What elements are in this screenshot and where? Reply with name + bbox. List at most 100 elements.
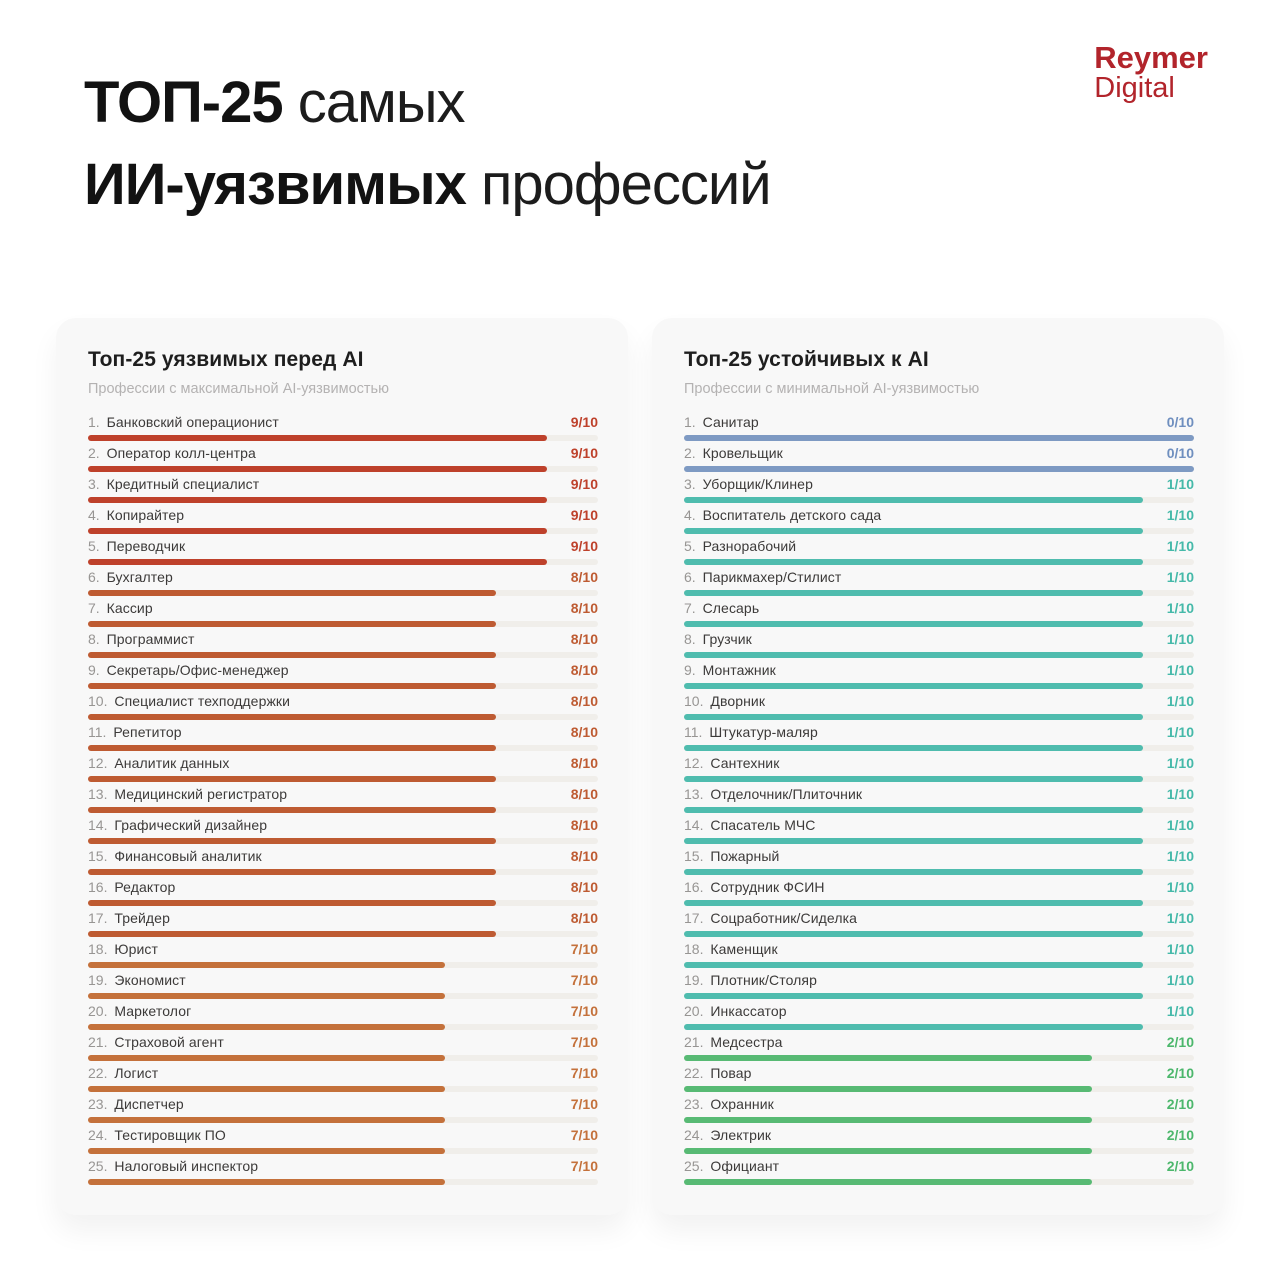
list-item-label: 12. Аналитик данных [88, 755, 229, 772]
item-bar-track [684, 528, 1194, 534]
item-score: 7/10 [570, 972, 598, 988]
item-name: Бухгалтер [106, 569, 173, 585]
item-score: 1/10 [1166, 693, 1194, 709]
item-bar-fill [684, 776, 1143, 782]
item-rank: 4. [684, 507, 700, 523]
item-rank: 3. [684, 476, 700, 492]
list-item: 18. Юрист 7/10 [88, 941, 598, 968]
list-item: 4. Воспитатель детского сада 1/10 [684, 507, 1194, 534]
list-item-label: 19. Экономист [88, 972, 186, 989]
list-item-header: 25. Налоговый инспектор 7/10 [88, 1158, 598, 1175]
item-score: 1/10 [1166, 631, 1194, 647]
item-rank: 25. [684, 1158, 708, 1174]
item-rank: 9. [684, 662, 700, 678]
item-bar-track [88, 962, 598, 968]
item-name: Копирайтер [106, 507, 185, 523]
item-bar-fill [684, 497, 1143, 503]
list-item-header: 7. Слесарь 1/10 [684, 600, 1194, 617]
list-item-header: 13. Отделочник/Плиточник 1/10 [684, 786, 1194, 803]
item-name: Электрик [710, 1127, 772, 1143]
item-rank: 7. [684, 600, 700, 616]
item-score: 1/10 [1166, 538, 1194, 554]
item-rank: 1. [88, 414, 104, 430]
item-name: Штукатур-маляр [709, 724, 818, 740]
list-item-label: 17. Соцработник/Сиделка [684, 910, 857, 927]
item-bar-track [684, 1055, 1194, 1061]
list-item-header: 19. Плотник/Столяр 1/10 [684, 972, 1194, 989]
list-item-header: 3. Уборщик/Клинер 1/10 [684, 476, 1194, 493]
list-item: 10. Специалист техподдержки 8/10 [88, 693, 598, 720]
item-score: 8/10 [570, 879, 598, 895]
item-bar-track [88, 1024, 598, 1030]
list-item-header: 14. Графический дизайнер 8/10 [88, 817, 598, 834]
item-bar-track [88, 652, 598, 658]
item-bar-fill [88, 962, 445, 968]
item-name: Охранник [710, 1096, 774, 1112]
list-item: 1. Банковский операционист 9/10 [88, 414, 598, 441]
item-score: 8/10 [570, 600, 598, 616]
item-bar-fill [684, 1117, 1092, 1123]
item-rank: 4. [88, 507, 104, 523]
list-item-header: 11. Штукатур-маляр 1/10 [684, 724, 1194, 741]
item-bar-fill [684, 559, 1143, 565]
list-item: 20. Маркетолог 7/10 [88, 1003, 598, 1030]
list-item-label: 10. Дворник [684, 693, 765, 710]
item-bar-fill [684, 993, 1143, 999]
item-name: Соцработник/Сиделка [710, 910, 858, 926]
list-item-header: 16. Редактор 8/10 [88, 879, 598, 896]
item-rank: 21. [88, 1034, 112, 1050]
item-rank: 23. [88, 1096, 112, 1112]
panel-subtitle: Профессии с минимальной AI-уязвимостью [684, 381, 980, 397]
item-rank: 21. [684, 1034, 708, 1050]
item-bar-fill [684, 652, 1143, 658]
list-item-header: 15. Финансовый аналитик 8/10 [88, 848, 598, 865]
item-rank: 12. [88, 755, 112, 771]
item-bar-track [684, 590, 1194, 596]
item-rank: 6. [88, 569, 104, 585]
list-item-label: 23. Охранник [684, 1096, 774, 1113]
item-bar-fill [684, 683, 1143, 689]
item-score: 1/10 [1166, 600, 1194, 616]
item-bar-fill [88, 1086, 445, 1092]
list-item: 23. Охранник 2/10 [684, 1096, 1194, 1123]
list-item-label: 1. Санитар [684, 414, 759, 431]
list-item-header: 10. Специалист техподдержки 8/10 [88, 693, 598, 710]
list-item-label: 22. Повар [684, 1065, 752, 1082]
list-item-header: 5. Разнорабочий 1/10 [684, 538, 1194, 555]
list-item-label: 14. Графический дизайнер [88, 817, 267, 834]
page-title-line2-light: профессий [465, 152, 772, 217]
item-name: Слесарь [702, 600, 760, 616]
panel-title: Топ-25 уязвимых перед AI [88, 348, 364, 371]
list-item-header: 17. Трейдер 8/10 [88, 910, 598, 927]
item-score: 1/10 [1166, 569, 1194, 585]
list-item: 11. Репетитор 8/10 [88, 724, 598, 751]
item-name: Маркетолог [114, 1003, 192, 1019]
list-item-header: 8. Программист 8/10 [88, 631, 598, 648]
list-item-header: 4. Копирайтер 9/10 [88, 507, 598, 524]
item-name: Кассир [106, 600, 153, 616]
page-title-line2: ИИ-уязвимых профессий [84, 144, 772, 226]
item-bar-fill [88, 1055, 445, 1061]
list-item-header: 11. Репетитор 8/10 [88, 724, 598, 741]
item-score: 8/10 [570, 755, 598, 771]
list-item-header: 20. Маркетолог 7/10 [88, 1003, 598, 1020]
item-bar-fill [684, 900, 1143, 906]
item-rank: 2. [88, 445, 104, 461]
item-score: 7/10 [570, 1158, 598, 1174]
item-name: Страховой агент [114, 1034, 224, 1050]
list-item-label: 15. Финансовый аналитик [88, 848, 262, 865]
item-score: 8/10 [570, 786, 598, 802]
item-bar-fill [684, 807, 1143, 813]
item-bar-track [88, 1117, 598, 1123]
item-bar-track [684, 466, 1194, 472]
item-bar-track [684, 807, 1194, 813]
list-item: 16. Сотрудник ФСИН 1/10 [684, 879, 1194, 906]
list-item: 17. Соцработник/Сиделка 1/10 [684, 910, 1194, 937]
item-name: Оператор колл-центра [106, 445, 256, 461]
item-bar-track [88, 528, 598, 534]
item-rank: 19. [684, 972, 708, 988]
list-item: 2. Оператор колл-центра 9/10 [88, 445, 598, 472]
list-item-header: 22. Повар 2/10 [684, 1065, 1194, 1082]
list-item: 9. Монтажник 1/10 [684, 662, 1194, 689]
item-score: 0/10 [1166, 414, 1194, 430]
